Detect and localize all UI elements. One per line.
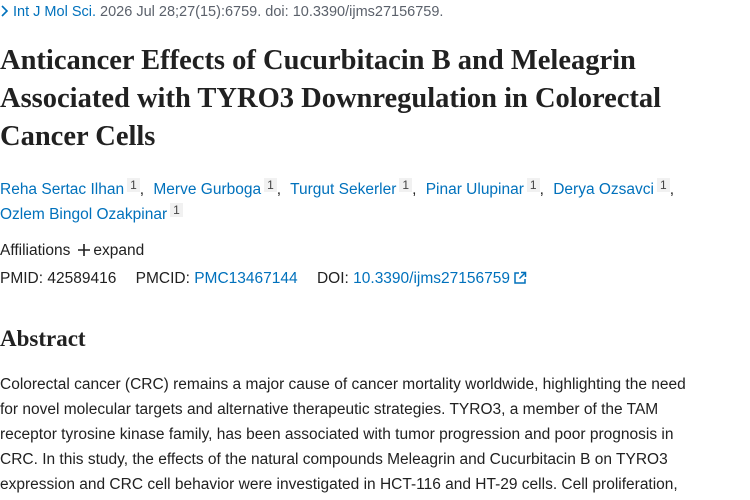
author-name[interactable]: Derya Ozsavci xyxy=(553,181,654,198)
author: Reha Sertac Ilhan 1, xyxy=(0,178,149,198)
external-link-icon xyxy=(514,271,527,284)
author: Derya Ozsavci 1, xyxy=(553,178,679,198)
author: Turgut Sekerler 1, xyxy=(290,178,421,198)
author-name[interactable]: Merve Gurboga xyxy=(153,181,262,198)
abstract-line: expression and CRC cell behavior were in… xyxy=(0,476,678,493)
identifiers: PMID: 42589416 PMCID: PMC13467144 DOI: 1… xyxy=(0,270,527,288)
separator: , xyxy=(669,181,674,198)
author: Ozlem Bingol Ozakpinar 1 xyxy=(0,203,183,223)
affiliation-ref[interactable]: 1 xyxy=(526,178,540,192)
abstract-line: receptor tyrosine kinase family, has bee… xyxy=(0,426,674,443)
author-list: Reha Sertac Ilhan 1, Merve Gurboga 1, Turg… xyxy=(0,177,740,227)
affiliations: Affiliations expand xyxy=(0,242,144,260)
abstract-line: for novel molecular targets and alternat… xyxy=(0,401,659,418)
separator: , xyxy=(412,181,417,198)
title-line: Anticancer Effects of Cucurbitacin B and… xyxy=(0,45,636,76)
plus-icon xyxy=(78,244,91,256)
abstract-heading: Abstract xyxy=(0,326,86,351)
doi-label: DOI: xyxy=(316,270,349,287)
abstract-line: CRC. In this study, the effects of the n… xyxy=(0,451,668,468)
separator: , xyxy=(276,181,282,198)
citation-line: Int J Mol Sci. 2026 Jul 28;27(15):6759. … xyxy=(0,4,443,20)
affiliation-ref[interactable]: 1 xyxy=(170,203,183,217)
author: Pinar Ulupinar 1, xyxy=(425,178,549,198)
pmcid-link[interactable]: PMC13467144 xyxy=(194,270,298,287)
author-name[interactable]: Pinar Ulupinar xyxy=(425,181,524,198)
pmid: 42589416 xyxy=(47,270,117,287)
citation: 2026 Jul 28;27(15):6759. doi: 10.3390/ij… xyxy=(100,4,444,20)
doi-link[interactable]: 10.3390/ijms27156759 xyxy=(353,270,510,287)
affiliation-ref[interactable]: 1 xyxy=(127,178,140,192)
author-name[interactable]: Reha Sertac Ilhan xyxy=(0,181,125,198)
affiliation-ref[interactable]: 1 xyxy=(399,178,413,192)
article-title: Anticancer Effects of Cucurbitacin B and… xyxy=(0,42,661,156)
expand-toggle[interactable]: expand xyxy=(93,242,145,259)
abstract-line: Colorectal cancer (CRC) remains a major … xyxy=(0,376,686,393)
pmid-label: PMID: xyxy=(0,270,44,287)
author: Merve Gurboga 1, xyxy=(153,178,286,198)
affiliation-ref[interactable]: 1 xyxy=(657,178,670,192)
chevron-icon xyxy=(1,5,9,17)
title-line: Associated with TYRO3 Downregulation in … xyxy=(0,83,662,114)
title-line: Cancer Cells xyxy=(0,121,156,152)
separator: , xyxy=(539,181,544,198)
author-name[interactable]: Turgut Sekerler xyxy=(290,181,397,198)
abstract-text: Colorectal cancer (CRC) remains a major … xyxy=(0,372,686,497)
affiliations-label: Affiliations xyxy=(0,242,71,259)
journal-link[interactable]: Int J Mol Sci. xyxy=(13,4,96,20)
pmcid-label: PMCID: xyxy=(135,270,190,287)
author-name[interactable]: Ozlem Bingol Ozakpinar xyxy=(0,206,168,223)
separator: , xyxy=(139,181,145,198)
affiliation-ref[interactable]: 1 xyxy=(264,178,277,192)
